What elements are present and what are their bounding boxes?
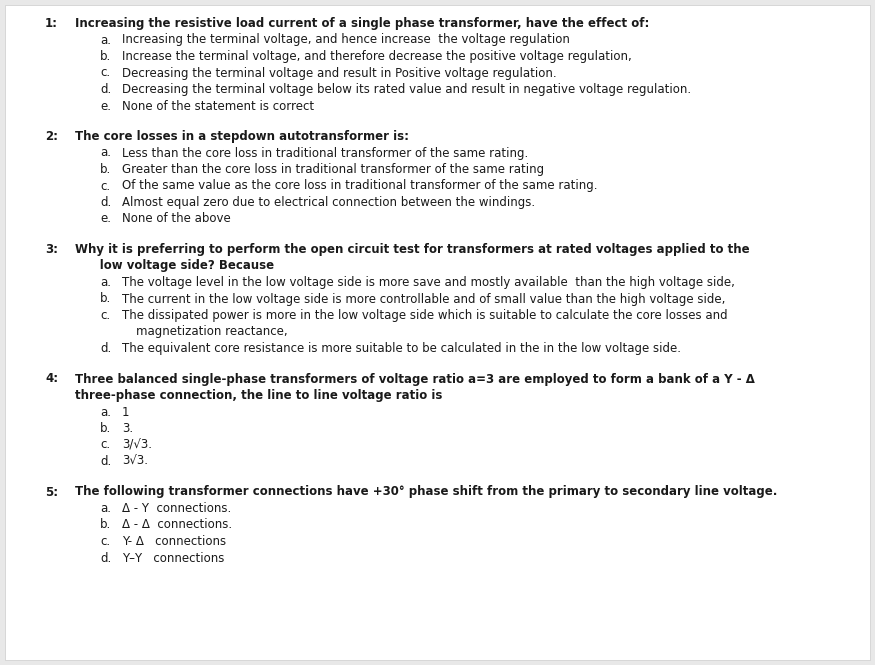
Text: The current in the low voltage side is more controllable and of small value than: The current in the low voltage side is m…	[122, 293, 725, 305]
Text: Almost equal zero due to electrical connection between the windings.: Almost equal zero due to electrical conn…	[122, 196, 536, 209]
Text: a.: a.	[100, 502, 111, 515]
Text: three-phase connection, the line to line voltage ratio is: three-phase connection, the line to line…	[75, 389, 443, 402]
Text: 3√3.: 3√3.	[122, 455, 148, 468]
Text: Δ - Δ  connections.: Δ - Δ connections.	[122, 519, 232, 531]
Text: The voltage level in the low voltage side is more save and mostly available  tha: The voltage level in the low voltage sid…	[122, 276, 735, 289]
Text: d.: d.	[100, 551, 111, 565]
Text: Increasing the terminal voltage, and hence increase  the voltage regulation: Increasing the terminal voltage, and hen…	[122, 33, 570, 47]
Text: d.: d.	[100, 83, 111, 96]
Text: 1: 1	[122, 406, 130, 418]
Text: c.: c.	[100, 438, 110, 452]
Text: c.: c.	[100, 535, 110, 548]
Text: 1:: 1:	[45, 17, 58, 30]
Text: b.: b.	[100, 293, 111, 305]
Text: The core losses in a stepdown autotransformer is:: The core losses in a stepdown autotransf…	[75, 130, 409, 143]
Text: Three balanced single-phase transformers of voltage ratio a=3 are employed to fo: Three balanced single-phase transformers…	[75, 372, 755, 386]
Text: c.: c.	[100, 180, 110, 192]
Text: e.: e.	[100, 213, 111, 225]
Text: None of the above: None of the above	[122, 213, 231, 225]
Text: Increasing the resistive load current of a single phase transformer, have the ef: Increasing the resistive load current of…	[75, 17, 649, 30]
Text: a.: a.	[100, 406, 111, 418]
Text: Greater than the core loss in traditional transformer of the same rating: Greater than the core loss in traditiona…	[122, 163, 544, 176]
Text: c.: c.	[100, 66, 110, 80]
Text: Y–Y   connections: Y–Y connections	[122, 551, 224, 565]
Text: magnetization reactance,: magnetization reactance,	[136, 325, 288, 338]
Text: a.: a.	[100, 276, 111, 289]
Text: Increase the terminal voltage, and therefore decrease the positive voltage regul: Increase the terminal voltage, and there…	[122, 50, 632, 63]
Text: 3.: 3.	[122, 422, 133, 435]
Text: low voltage side? Because: low voltage side? Because	[75, 259, 274, 273]
Text: b.: b.	[100, 50, 111, 63]
Text: c.: c.	[100, 309, 110, 322]
Text: b.: b.	[100, 519, 111, 531]
Text: The dissipated power is more in the low voltage side which is suitable to calcul: The dissipated power is more in the low …	[122, 309, 728, 322]
Text: 3/√3.: 3/√3.	[122, 438, 152, 452]
Text: d.: d.	[100, 196, 111, 209]
Text: The following transformer connections have +30° phase shift from the primary to : The following transformer connections ha…	[75, 485, 777, 499]
Text: The equivalent core resistance is more suitable to be calculated in the in the l: The equivalent core resistance is more s…	[122, 342, 681, 355]
Text: b.: b.	[100, 163, 111, 176]
Text: b.: b.	[100, 422, 111, 435]
Text: a.: a.	[100, 33, 111, 47]
Text: d.: d.	[100, 455, 111, 468]
Text: e.: e.	[100, 100, 111, 112]
Text: 3:: 3:	[45, 243, 58, 256]
Text: 5:: 5:	[45, 485, 58, 499]
Text: 2:: 2:	[45, 130, 58, 143]
Text: Less than the core loss in traditional transformer of the same rating.: Less than the core loss in traditional t…	[122, 146, 528, 160]
Text: d.: d.	[100, 342, 111, 355]
Text: Decreasing the terminal voltage and result in Positive voltage regulation.: Decreasing the terminal voltage and resu…	[122, 66, 556, 80]
Text: 4:: 4:	[45, 372, 58, 386]
Text: Of the same value as the core loss in traditional transformer of the same rating: Of the same value as the core loss in tr…	[122, 180, 598, 192]
Text: Decreasing the terminal voltage below its rated value and result in negative vol: Decreasing the terminal voltage below it…	[122, 83, 691, 96]
Text: Why it is preferring to perform the open circuit test for transformers at rated : Why it is preferring to perform the open…	[75, 243, 750, 256]
Text: None of the statement is correct: None of the statement is correct	[122, 100, 314, 112]
Text: a.: a.	[100, 146, 111, 160]
Text: Y- Δ   connections: Y- Δ connections	[122, 535, 226, 548]
Text: Δ - Y  connections.: Δ - Y connections.	[122, 502, 231, 515]
